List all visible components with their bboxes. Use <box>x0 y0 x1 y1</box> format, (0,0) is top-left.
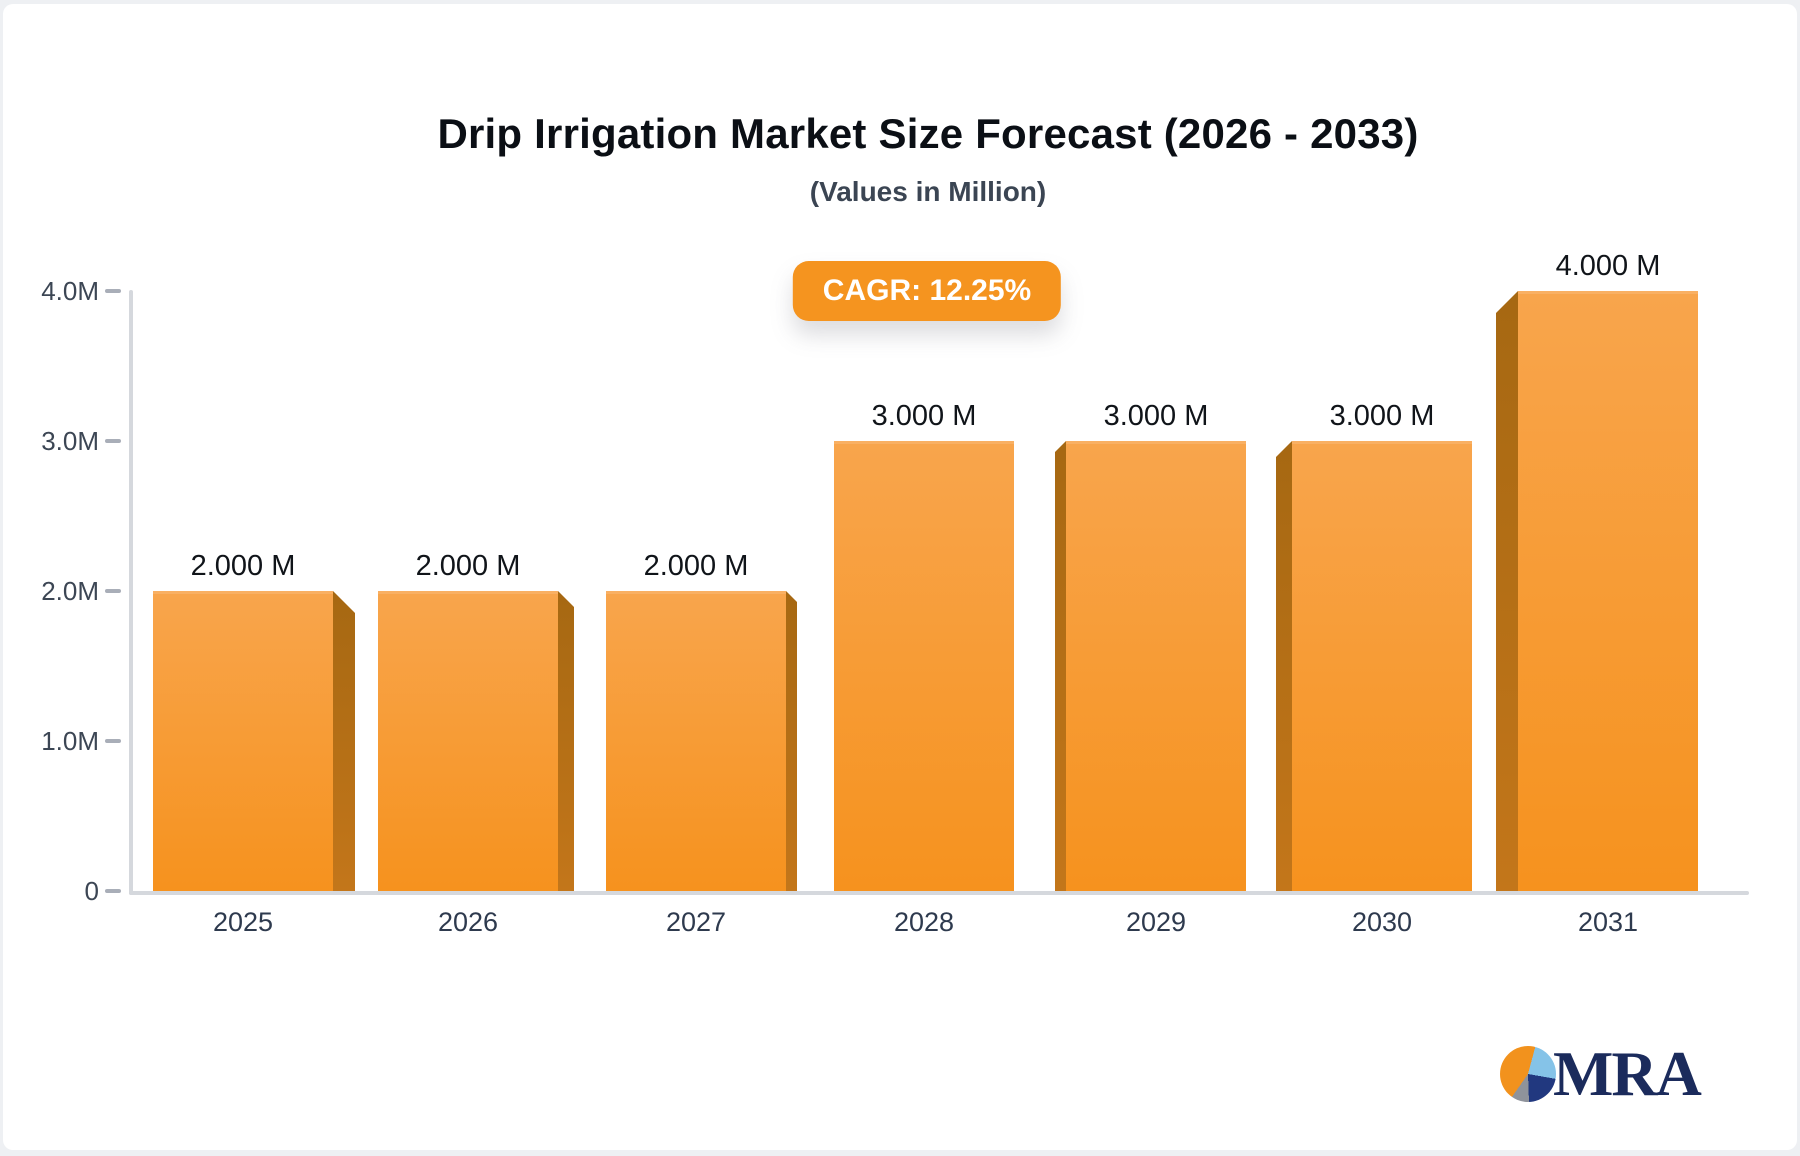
bar-front-face <box>378 591 558 891</box>
bar-2026[interactable] <box>378 591 574 891</box>
bar-2030[interactable] <box>1276 441 1472 891</box>
x-axis-line <box>129 891 1749 895</box>
brand-logo: MRA <box>1500 1038 1702 1109</box>
bar-side-face <box>558 591 574 891</box>
y-tick-label: 1.0M <box>41 726 99 756</box>
bar-side-face <box>333 591 355 891</box>
bar-value-label: 3.000 M <box>1329 400 1435 432</box>
x-tick-label-2031: 2031 <box>1577 907 1639 937</box>
chart-title: Drip Irrigation Market Size Forecast (20… <box>437 110 1419 157</box>
bar-value-label: 2.000 M <box>190 550 296 582</box>
bar-front-face <box>834 441 1014 891</box>
x-tick-label-2030: 2030 <box>1351 907 1413 937</box>
bar-value-label: 2.000 M <box>643 550 749 582</box>
y-tick-label: 2.0M <box>41 576 99 606</box>
bar-value-label: 4.000 M <box>1555 250 1661 282</box>
bar-2031[interactable] <box>1496 291 1698 891</box>
y-tick-label: 4.0M <box>41 276 99 306</box>
bar-side-face <box>1276 441 1292 891</box>
chart-subtitle: (Values in Million) <box>809 176 1047 207</box>
x-tick-label-2028: 2028 <box>893 907 955 937</box>
bar-value-label: 3.000 M <box>871 400 977 432</box>
bar-side-face <box>1496 291 1518 891</box>
x-tick-label-2027: 2027 <box>665 907 727 937</box>
logo-text: MRA <box>1553 1038 1702 1109</box>
logo-pie-icon <box>1500 1046 1556 1102</box>
bar-2025[interactable] <box>153 591 355 891</box>
bar-value-label: 2.000 M <box>415 550 521 582</box>
y-tick-mark <box>105 889 121 893</box>
chart-card: Drip Irrigation Market Size Forecast (20… <box>3 4 1797 1150</box>
y-tick-mark <box>105 289 121 293</box>
bar-2028[interactable] <box>834 441 1014 891</box>
bar-side-face <box>786 591 797 891</box>
x-tick-label-2025: 2025 <box>212 907 274 937</box>
bar-2027[interactable] <box>606 591 797 891</box>
bar-value-label: 3.000 M <box>1103 400 1209 432</box>
y-tick-label: 0 <box>84 876 99 906</box>
bar-front-face <box>1066 441 1246 891</box>
y-tick-mark <box>105 739 121 743</box>
y-tick-mark <box>105 589 121 593</box>
y-tick-label: 3.0M <box>41 426 99 456</box>
bar-front-face <box>153 591 333 891</box>
y-tick-mark <box>105 439 121 443</box>
y-axis-line <box>129 290 133 895</box>
bar-2029[interactable] <box>1055 441 1246 891</box>
bar-front-face <box>1292 441 1472 891</box>
chart-area: 4.0M 3.0M 2.0M 1.0M 0 2.000 M 2.000 M 2.000 M 3… <box>3 4 1797 1150</box>
bar-front-face <box>1518 291 1698 891</box>
x-tick-label-2029: 2029 <box>1125 907 1187 937</box>
bar-front-face <box>606 591 786 891</box>
bar-side-face <box>1055 441 1066 891</box>
cagr-badge-label: CAGR: 12.25% <box>822 274 1032 307</box>
x-tick-label-2026: 2026 <box>437 907 499 937</box>
cagr-badge: CAGR: 12.25% <box>792 261 1062 321</box>
